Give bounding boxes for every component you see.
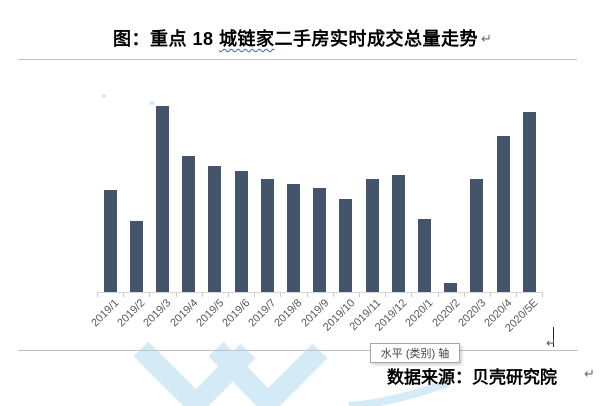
title-text-prefix: 图：重点 18 — [113, 29, 220, 49]
bar-2019/9[interactable] — [313, 188, 327, 292]
axis-label-2019/4[interactable]: 2019/4 — [167, 297, 201, 330]
bar-2019/3[interactable] — [155, 106, 169, 292]
axis-tick — [97, 293, 98, 297]
bottom-divider-line — [18, 350, 578, 351]
axis-tick — [228, 293, 229, 297]
bar-2019/2[interactable] — [129, 221, 143, 292]
axis-tick — [280, 293, 282, 297]
axis-label-2019/7[interactable]: 2019/7 — [246, 297, 279, 330]
axis-label-2019/3[interactable]: 2019/3 — [141, 297, 174, 330]
bar-2020/3[interactable] — [470, 179, 484, 292]
axis-hover-tooltip: 水平 (类别) 轴 — [370, 343, 460, 363]
bar-2019/12[interactable] — [391, 175, 405, 292]
axis-label-2019/6[interactable]: 2019/6 — [220, 297, 253, 330]
axis-tick — [175, 293, 177, 297]
bar-2019/10[interactable] — [339, 199, 353, 292]
category-axis-line[interactable] — [97, 292, 543, 293]
bar-2020/5E[interactable] — [522, 112, 536, 292]
paragraph-mark-icon: ↵ — [481, 31, 492, 46]
axis-label-2020/2[interactable]: 2020/2 — [429, 297, 463, 330]
axis-label-2019/1[interactable]: 2019/1 — [89, 297, 122, 330]
bar-2020/4[interactable] — [496, 136, 510, 292]
top-divider-line — [18, 59, 577, 60]
axis-tick — [306, 293, 308, 297]
title-text-suffix: 二手房实时成交总量走势 — [274, 29, 479, 49]
title-spellcheck-flagged-text: 城链家 — [219, 29, 275, 49]
axis-tick — [411, 293, 413, 297]
axis-tick — [201, 293, 203, 297]
axis-tick — [254, 293, 256, 297]
bar-2019/6[interactable] — [234, 171, 248, 292]
axis-tick — [332, 293, 334, 297]
paragraph-mark-icon: ↵ — [546, 336, 557, 350]
axis-tick — [516, 293, 518, 297]
axis-tick — [437, 293, 439, 297]
paragraph-mark-icon: ↵ — [584, 366, 595, 381]
chart-caption-title[interactable]: 图：重点 18 城链家二手房实时成交总量走势 — [113, 25, 478, 51]
bar-2019/4[interactable] — [182, 156, 196, 292]
axis-label-2019/2[interactable]: 2019/2 — [115, 297, 148, 330]
axis-label-2019/5[interactable]: 2019/5 — [193, 297, 227, 330]
axis-tick — [542, 293, 544, 297]
data-source-note[interactable]: 数据来源：贝壳研究院 — [387, 368, 557, 387]
bar-2019/5[interactable] — [208, 166, 222, 292]
axis-tick — [490, 293, 491, 297]
axis-tick — [149, 293, 151, 297]
bar-2019/7[interactable] — [260, 179, 274, 292]
bar-2019/8[interactable] — [286, 184, 300, 292]
axis-tick — [359, 293, 360, 297]
axis-tick — [123, 293, 125, 297]
bar-2020/2[interactable] — [444, 283, 458, 292]
axis-label-2020/1[interactable]: 2020/1 — [403, 297, 436, 330]
bar-2020/1[interactable] — [417, 219, 431, 292]
bar-2019/1[interactable] — [103, 190, 117, 292]
axis-tick — [385, 293, 387, 297]
axis-label-2020/3[interactable]: 2020/3 — [455, 297, 489, 330]
axis-label-2019/8[interactable]: 2019/8 — [272, 297, 305, 330]
text-cursor — [553, 327, 554, 347]
bar-2019/11[interactable] — [365, 179, 379, 292]
axis-tick — [463, 293, 465, 297]
